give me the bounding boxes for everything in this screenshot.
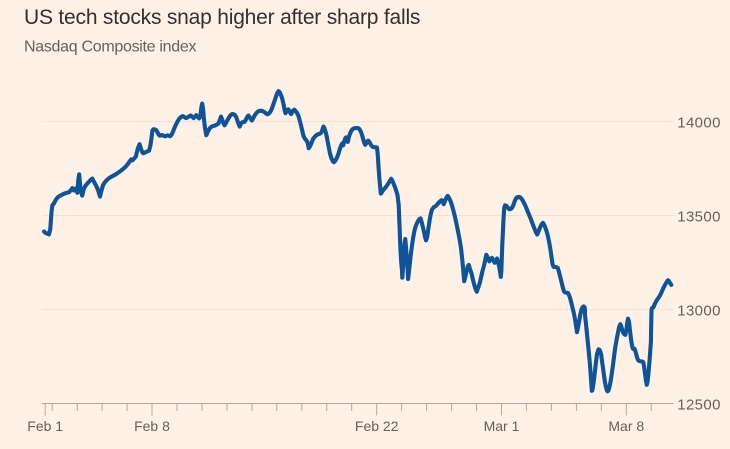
svg-text:14000: 14000 (677, 114, 720, 131)
svg-text:13000: 13000 (677, 302, 720, 319)
svg-text:13500: 13500 (677, 208, 720, 225)
svg-text:Feb 1: Feb 1 (27, 418, 63, 434)
svg-text:US tech stocks snap higher aft: US tech stocks snap higher after sharp f… (24, 6, 420, 29)
svg-text:12500: 12500 (677, 396, 720, 413)
svg-text:Nasdaq Composite index: Nasdaq Composite index (24, 39, 196, 56)
svg-text:Mar 8: Mar 8 (608, 418, 644, 434)
svg-text:Feb 22: Feb 22 (355, 418, 399, 434)
svg-text:Feb 8: Feb 8 (134, 418, 170, 434)
svg-text:Mar 1: Mar 1 (484, 418, 520, 434)
